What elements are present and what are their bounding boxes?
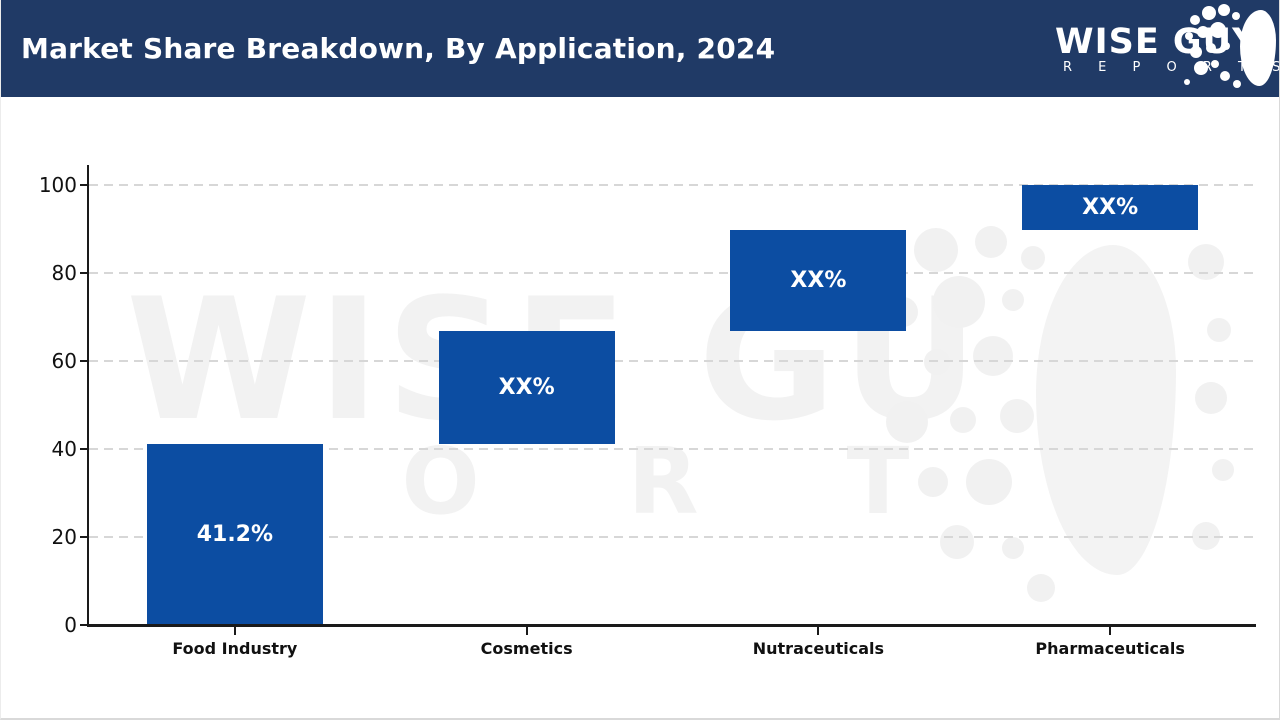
gridline <box>89 184 1256 186</box>
face-dot-icon <box>940 525 974 559</box>
y-axis-tick-label: 40 <box>51 437 77 461</box>
bar-pharmaceuticals: XX% <box>1022 185 1199 230</box>
x-axis-tick <box>525 627 528 635</box>
face-dot-icon <box>1190 15 1200 25</box>
face-dot-icon <box>1195 382 1227 414</box>
face-dot-icon <box>1222 42 1230 50</box>
face-dot-icon <box>1206 43 1216 53</box>
face-dot-icon <box>1207 318 1231 342</box>
x-axis-category-label: Cosmetics <box>480 639 573 658</box>
face-dot-icon <box>1232 12 1240 20</box>
face-dot-icon <box>1197 26 1209 38</box>
face-dot-icon <box>1194 61 1208 75</box>
face-dot-icon <box>1021 246 1045 270</box>
face-dot-icon <box>914 228 958 272</box>
gridline <box>89 448 1256 450</box>
face-dot-icon <box>950 407 976 433</box>
face-dot-icon <box>1185 32 1193 40</box>
x-axis-tick <box>817 627 820 635</box>
wiseguy-logo: WISE GUY R E P O R T S <box>1017 0 1279 97</box>
header-bar: Market Share Breakdown, By Application, … <box>1 0 1279 97</box>
face-dot-icon <box>1218 4 1230 16</box>
gridline <box>89 536 1256 538</box>
logo-head-silhouette-icon <box>1240 10 1276 86</box>
face-dot-icon <box>1211 60 1219 68</box>
bar-food-industry: 41.2% <box>146 443 323 625</box>
x-axis-category-label: Food Industry <box>172 639 298 658</box>
y-axis-tick <box>80 184 88 186</box>
x-axis-line <box>87 624 1256 627</box>
gridline <box>89 360 1256 362</box>
watermark-text: P O R T S <box>186 428 1182 535</box>
gridline <box>89 272 1256 274</box>
face-dot-icon <box>886 401 928 443</box>
y-axis-tick <box>80 272 88 274</box>
face-dot-icon <box>1002 289 1024 311</box>
face-dot-icon <box>973 336 1013 376</box>
y-axis-line <box>87 165 89 626</box>
chart-title: Market Share Breakdown, By Application, … <box>21 32 776 65</box>
watermark-head-silhouette-icon <box>1036 245 1176 575</box>
face-dot-icon <box>1233 80 1241 88</box>
face-dot-icon <box>1188 244 1224 280</box>
bar-cosmetics: XX% <box>438 331 615 444</box>
x-axis-tick <box>233 627 236 635</box>
face-dot-icon <box>918 467 948 497</box>
y-axis-tick-label: 0 <box>64 613 77 637</box>
face-dot-icon <box>1202 6 1216 20</box>
face-dot-icon <box>966 459 1012 505</box>
y-axis-tick-label: 100 <box>38 173 77 197</box>
x-axis-tick <box>1109 627 1112 635</box>
face-dot-icon <box>1184 79 1190 85</box>
y-axis-tick-label: 60 <box>51 349 77 373</box>
face-dot-icon <box>1190 46 1202 58</box>
y-axis-tick <box>80 448 88 450</box>
bar-value-label: XX% <box>498 374 555 400</box>
bar-value-label: XX% <box>790 267 847 293</box>
y-axis-tick-label: 20 <box>51 525 77 549</box>
bar-value-label: XX% <box>1082 194 1139 220</box>
face-dot-icon <box>1002 537 1024 559</box>
face-dot-icon <box>1220 71 1230 81</box>
face-dot-icon <box>1027 574 1055 602</box>
y-axis-tick <box>80 360 88 362</box>
y-axis-tick <box>80 624 88 626</box>
face-dot-icon <box>975 226 1007 258</box>
x-axis-category-label: Nutraceuticals <box>752 639 885 658</box>
bar-value-label: 41.2% <box>196 521 274 547</box>
bar-nutraceuticals: XX% <box>730 229 907 332</box>
x-axis-category-label: Pharmaceuticals <box>1035 639 1185 658</box>
face-dot-icon <box>933 276 985 328</box>
face-dot-icon <box>1212 459 1234 481</box>
y-axis-tick-label: 80 <box>51 261 77 285</box>
y-axis-tick <box>80 536 88 538</box>
face-dot-icon <box>924 349 950 375</box>
face-dot-icon <box>1210 22 1226 38</box>
face-dot-icon <box>1000 399 1034 433</box>
